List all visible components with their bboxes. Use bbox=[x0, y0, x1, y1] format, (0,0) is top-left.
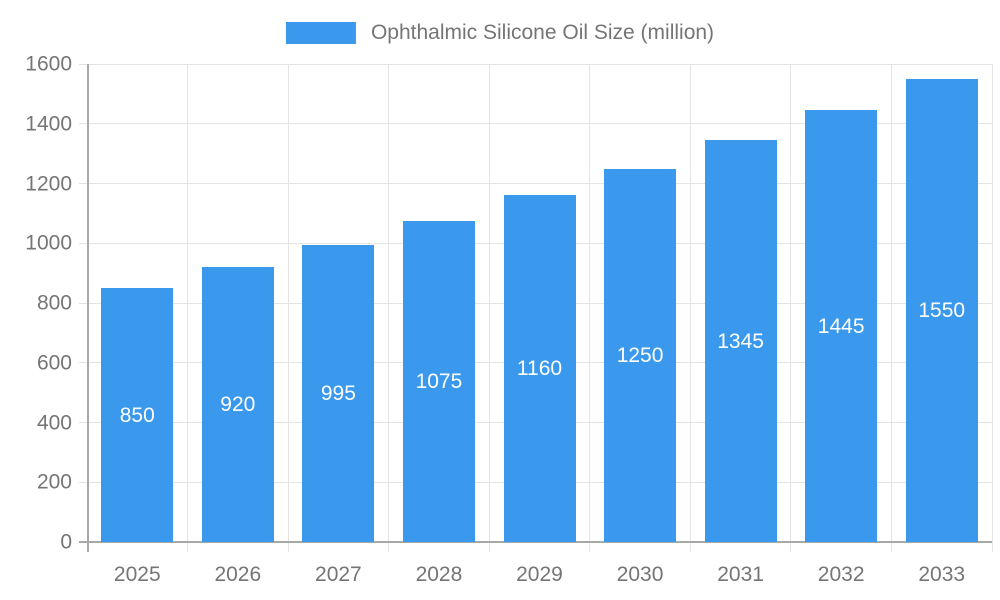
bar-value-label: 1075 bbox=[415, 369, 463, 393]
x-axis-tick-label: 2027 bbox=[315, 563, 362, 586]
y-axis-tick-label: 600 bbox=[36, 351, 72, 375]
bar-value-label: 920 bbox=[220, 393, 256, 417]
bar[interactable]: 1445 bbox=[805, 110, 878, 542]
y-axis-tick-label: 1400 bbox=[25, 112, 72, 136]
x-axis-tick-label: 2031 bbox=[717, 563, 764, 586]
y-axis-tick-label: 1200 bbox=[25, 172, 72, 195]
x-axis-tick-label: 2026 bbox=[214, 563, 262, 586]
bar[interactable]: 995 bbox=[302, 244, 375, 542]
bar-value-label: 1160 bbox=[516, 357, 563, 381]
gridline-vertical bbox=[991, 64, 993, 552]
x-axis-line bbox=[79, 541, 992, 543]
bar-value-label: 1250 bbox=[616, 343, 664, 367]
gridline-vertical bbox=[287, 64, 289, 552]
y-axis-line bbox=[87, 64, 89, 552]
bar[interactable]: 1160 bbox=[503, 195, 576, 542]
bar-value-label: 1345 bbox=[717, 329, 764, 353]
plot-area: 0 200 400 600 800 1000 1200 1400 1600 850 2025 920 2… bbox=[25, 54, 993, 585]
bar-value-label: 995 bbox=[320, 381, 356, 405]
x-axis-tick-label: 2025 bbox=[113, 563, 161, 586]
bar[interactable]: 1550 bbox=[905, 78, 978, 542]
x-axis-tick-label: 2028 bbox=[415, 563, 463, 586]
x-axis-tick-label: 2030 bbox=[616, 563, 664, 586]
bar-value-label: 1550 bbox=[918, 298, 966, 322]
x-axis-tick-label: 2029 bbox=[516, 563, 563, 586]
legend-label: Ophthalmic Silicone Oil Size (million) bbox=[370, 21, 715, 44]
gridline-vertical bbox=[790, 64, 792, 552]
gridline-horizontal bbox=[79, 183, 992, 184]
y-axis-tick-label: 1000 bbox=[25, 231, 72, 255]
bar[interactable]: 1075 bbox=[402, 220, 475, 542]
gridline-vertical bbox=[589, 64, 591, 552]
bar[interactable]: 1250 bbox=[604, 168, 677, 542]
y-axis-tick-label: 800 bbox=[36, 291, 72, 315]
bar[interactable]: 850 bbox=[101, 288, 174, 542]
gridline-vertical bbox=[187, 64, 189, 552]
gridline-vertical bbox=[689, 64, 691, 552]
y-axis-tick-label: 400 bbox=[36, 411, 72, 434]
y-axis-tick-label: 0 bbox=[60, 530, 72, 554]
bar[interactable]: 920 bbox=[201, 267, 274, 542]
gridline-horizontal bbox=[79, 123, 992, 125]
y-axis-tick-label: 1600 bbox=[25, 52, 72, 76]
bar-value-label: 850 bbox=[119, 403, 155, 427]
gridline-vertical bbox=[890, 64, 892, 552]
legend-item[interactable]: Ophthalmic Silicone Oil Size (million) bbox=[285, 21, 715, 45]
y-axis-tick-label: 200 bbox=[36, 470, 72, 494]
gridline-horizontal bbox=[79, 63, 992, 65]
x-axis-tick-label: 2032 bbox=[817, 563, 865, 586]
bar[interactable]: 1345 bbox=[704, 140, 777, 542]
gridline-vertical bbox=[488, 64, 490, 552]
gridline-vertical bbox=[388, 64, 390, 552]
legend-swatch bbox=[285, 22, 356, 44]
x-axis-tick-label: 2033 bbox=[918, 563, 966, 586]
bar-value-label: 1445 bbox=[817, 314, 865, 338]
